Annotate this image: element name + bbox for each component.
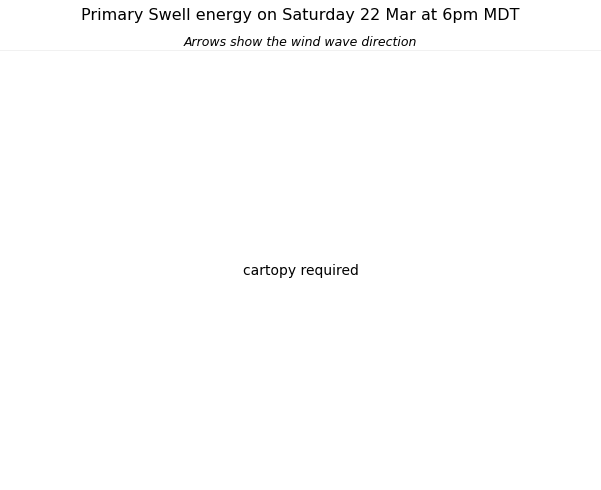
Text: cartopy required: cartopy required	[243, 264, 358, 278]
Text: Arrows show the wind wave direction: Arrows show the wind wave direction	[184, 36, 417, 49]
Text: Primary Swell energy on Saturday 22 Mar at 6pm MDT: Primary Swell energy on Saturday 22 Mar …	[81, 8, 520, 23]
